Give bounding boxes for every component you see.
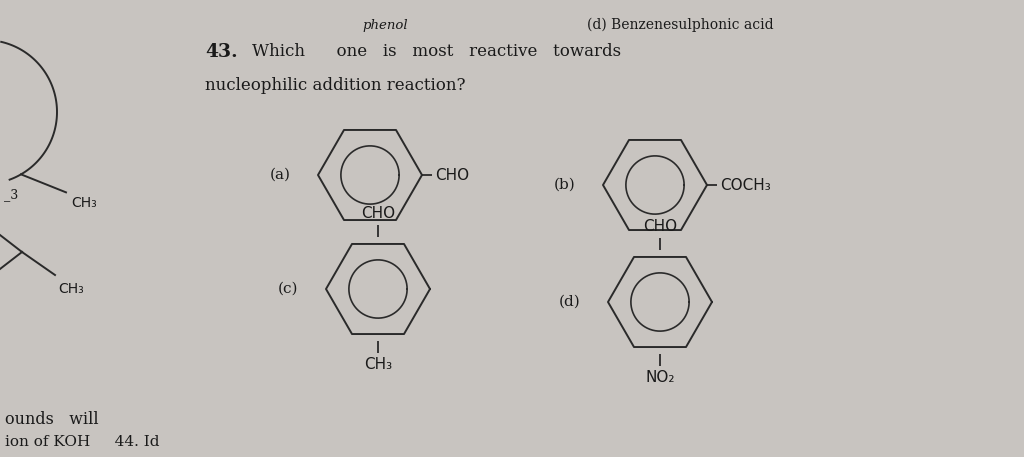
Text: nucleophilic addition reaction?: nucleophilic addition reaction? <box>205 76 466 94</box>
Text: CH₃: CH₃ <box>364 357 392 372</box>
Text: CHO: CHO <box>360 206 395 221</box>
Text: _3: _3 <box>4 188 18 202</box>
Text: phenol: phenol <box>362 18 408 32</box>
Text: (b): (b) <box>554 178 575 192</box>
Text: CHO: CHO <box>435 168 469 182</box>
Text: COCH₃: COCH₃ <box>720 177 771 192</box>
Text: ounds   will: ounds will <box>5 410 98 427</box>
Text: CH₃: CH₃ <box>71 197 96 210</box>
Text: ion of KOH     44. Id: ion of KOH 44. Id <box>5 435 160 449</box>
Text: Which      one   is   most   reactive   towards: Which one is most reactive towards <box>252 43 622 60</box>
Text: (d): (d) <box>559 295 581 309</box>
Text: 43.: 43. <box>205 43 238 61</box>
Text: (d) Benzenesulphonic acid: (d) Benzenesulphonic acid <box>587 18 773 32</box>
Text: (a): (a) <box>269 168 291 182</box>
Text: (c): (c) <box>278 282 298 296</box>
Text: CHO: CHO <box>643 219 677 234</box>
Text: CH₃: CH₃ <box>58 282 84 296</box>
Text: NO₂: NO₂ <box>645 370 675 385</box>
